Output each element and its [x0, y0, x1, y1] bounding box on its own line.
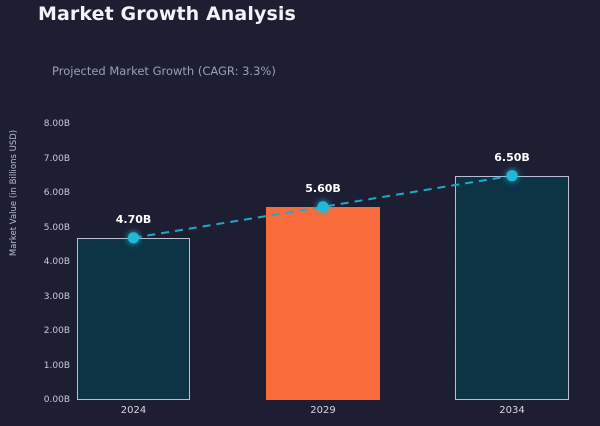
y-axis-tick-label: 0.00B [43, 395, 70, 405]
value-label-2029: 5.60B [305, 182, 341, 195]
y-axis-tick-label: 8.00B [43, 119, 70, 129]
y-axis-ticks: 0.00B 1.00B 2.00B 3.00B 4.00B 5.00B 6.00… [0, 0, 70, 426]
chart-subtitle: Projected Market Growth (CAGR: 3.3%) [52, 64, 276, 78]
x-axis-tick-2024: 2024 [120, 405, 147, 416]
x-axis-tick-2029: 2029 [310, 405, 336, 416]
value-label-2034: 6.50B [494, 151, 530, 164]
y-axis-tick-label: 7.00B [43, 153, 70, 164]
x-axis-tick-2034: 2034 [499, 405, 525, 416]
y-axis-tick-label: 5.00B [43, 222, 70, 233]
y-axis-tick-label: 4.00B [43, 257, 70, 267]
y-axis-tick-label: 3.00B [43, 291, 70, 302]
chart-title: Market Growth Analysis [38, 3, 296, 25]
y-axis-tick-label: 2.00B [43, 326, 70, 336]
bar-2024[interactable] [77, 237, 190, 400]
bar-2029[interactable] [266, 206, 380, 400]
bar-2034[interactable] [455, 175, 569, 400]
y-axis-tick-label: 6.00B [43, 188, 70, 198]
value-label-2024: 4.70B [115, 213, 152, 226]
y-axis-tick-label: 1.00B [43, 360, 70, 371]
